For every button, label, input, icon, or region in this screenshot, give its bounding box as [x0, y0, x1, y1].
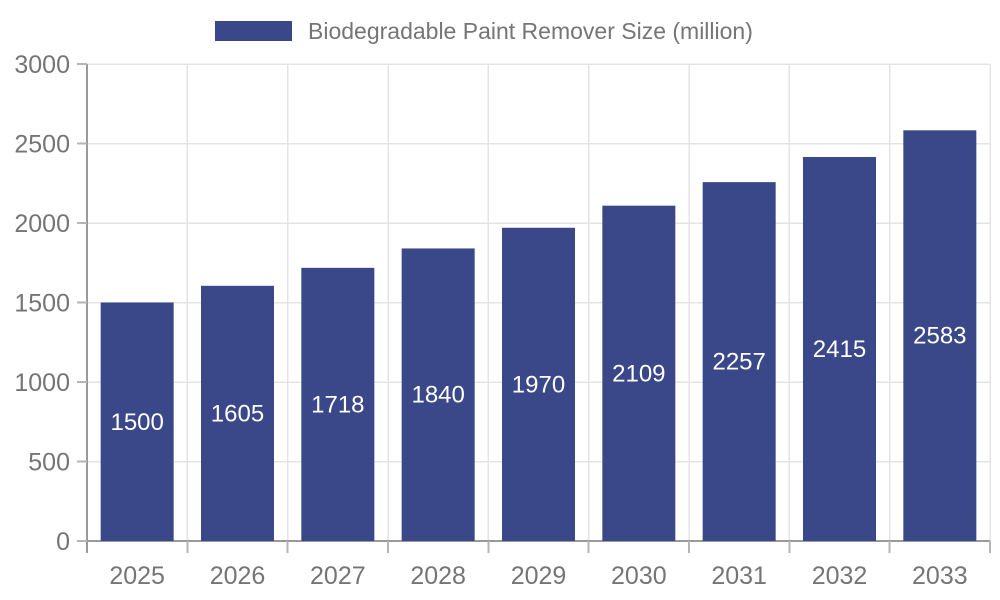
- x-tick-label: 2033: [912, 562, 968, 590]
- bar-value-label: 2415: [813, 336, 866, 363]
- bar: [100, 302, 174, 541]
- x-tick-label: 2030: [611, 562, 667, 590]
- bar-value-label: 1970: [512, 371, 565, 398]
- legend-label[interactable]: Biodegradable Paint Remover Size (millio…: [308, 18, 753, 44]
- x-tick-label: 2029: [511, 562, 567, 590]
- bar-value-label: 2109: [612, 360, 665, 387]
- y-tick-label: 2500: [14, 131, 70, 159]
- x-tick-label: 2028: [410, 562, 466, 590]
- gridlines: [87, 63, 991, 541]
- legend[interactable]: Biodegradable Paint Remover Size (millio…: [215, 18, 753, 44]
- bar: [201, 285, 274, 541]
- bar-value-label: 1718: [311, 391, 364, 418]
- bar-value-label: 2583: [913, 323, 966, 350]
- bar-value-label: 1500: [110, 409, 163, 436]
- y-tick-label: 3000: [14, 51, 70, 79]
- x-tick-label: 2031: [711, 562, 767, 590]
- y-axis-labels: 0 500 1000 1500 2000 2500 3000: [14, 51, 70, 556]
- x-tick-label: 2025: [109, 562, 165, 590]
- y-tick-label: 1500: [14, 290, 70, 318]
- x-tick-label: 2027: [310, 562, 366, 590]
- bar: [903, 130, 977, 542]
- y-tick-label: 2000: [14, 210, 70, 238]
- bar-value-labels: 1500 1605 1718 1840 1970 2109 2257 2415 2583: [110, 323, 966, 436]
- bars-series: [100, 130, 977, 542]
- bar: [803, 157, 876, 541]
- bar: [702, 182, 776, 541]
- bar: [502, 227, 575, 541]
- bar: [602, 205, 676, 541]
- legend-swatch[interactable]: [215, 21, 292, 41]
- bar: [301, 267, 375, 541]
- x-tick-label: 2032: [812, 562, 868, 590]
- bar-value-label: 2257: [712, 349, 765, 376]
- bar-value-label: 1840: [411, 382, 464, 409]
- y-tick-label: 0: [56, 528, 70, 556]
- bar: [401, 248, 475, 541]
- x-axis-labels: 2025 2026 2027 2028 2029 2030 2031 2032 2033: [109, 562, 967, 590]
- bar-value-label: 1605: [211, 400, 264, 427]
- x-tick-label: 2026: [210, 562, 266, 590]
- y-tick-label: 1000: [14, 369, 70, 397]
- y-tick-label: 500: [28, 449, 70, 477]
